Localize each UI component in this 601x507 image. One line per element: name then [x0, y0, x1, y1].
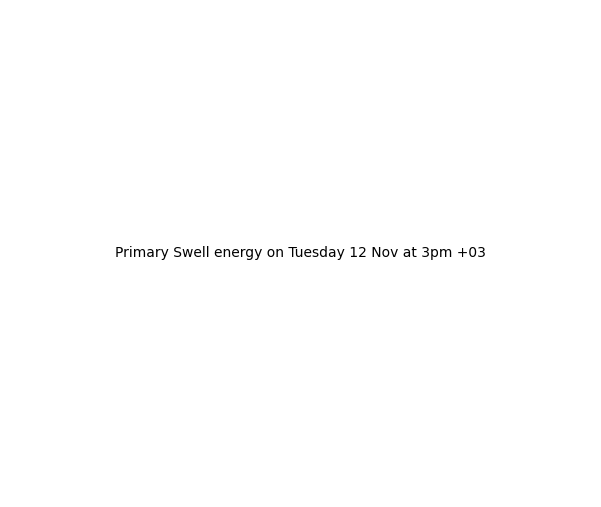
Text: Primary Swell energy on Tuesday 12 Nov at 3pm +03: Primary Swell energy on Tuesday 12 Nov a… — [115, 246, 486, 261]
